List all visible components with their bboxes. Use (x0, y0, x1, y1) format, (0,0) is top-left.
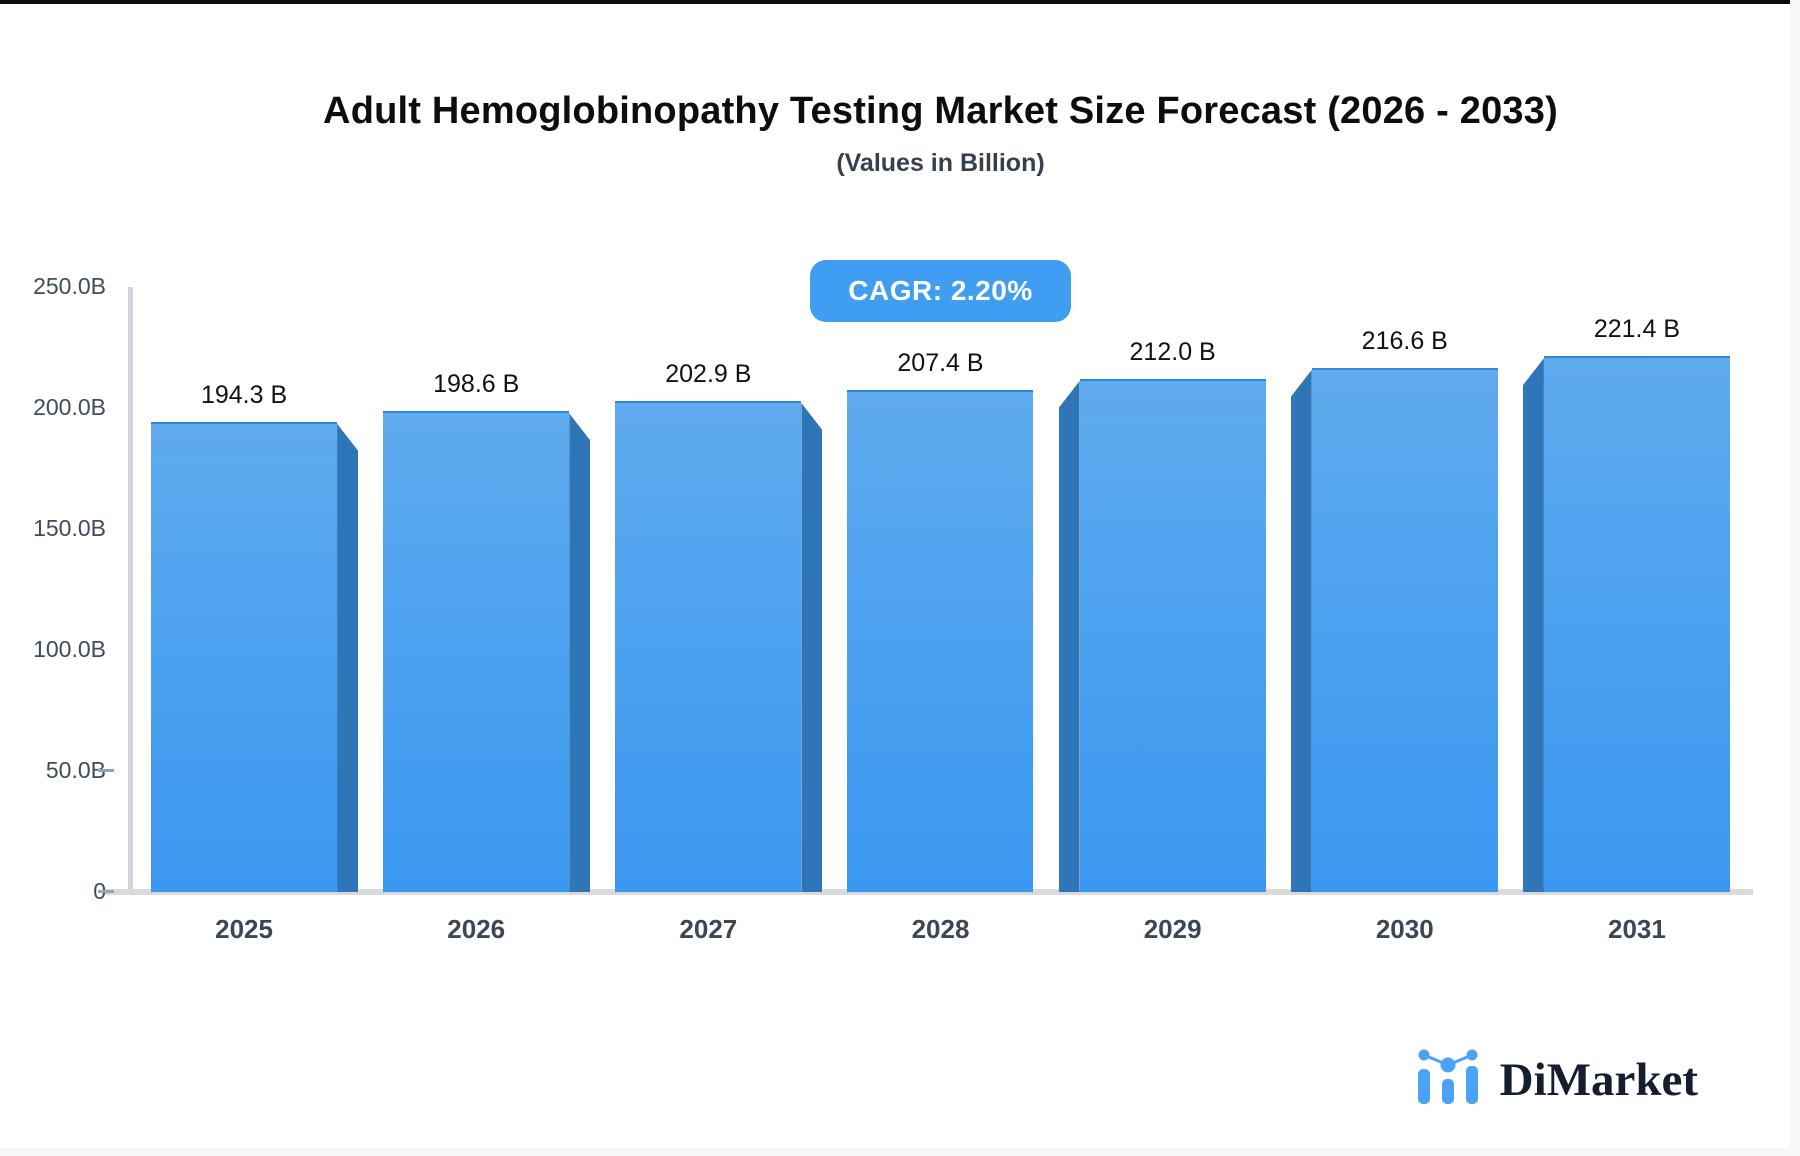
bar-value-label-2027: 202.9 B (665, 359, 752, 388)
x-axis-label-2028: 2028 (911, 914, 970, 944)
y-axis-tick-label-100.0B: 100.0B (33, 636, 106, 662)
x-axis-label-2031: 2031 (1607, 914, 1666, 944)
x-axis-label-2025: 2025 (215, 914, 273, 944)
bar-2025[interactable] (151, 421, 359, 892)
logo-text: DiMarket (1499, 1054, 1698, 1106)
bar-2026[interactable] (383, 411, 591, 892)
bar-value-label-2028: 207.4 B (897, 349, 984, 378)
bar-3d-side (1522, 358, 1544, 892)
bar-2028[interactable] (847, 390, 1034, 892)
y-axis-tick-label-250.0B: 250.0B (33, 273, 106, 299)
chart-header: Adult Hemoglobinopathy Testing Market Si… (128, 90, 1753, 178)
y-axis-tick-mark (98, 769, 114, 772)
y-axis-line (128, 287, 133, 892)
bar-group-2029: 212.0 B 2029 (1057, 287, 1289, 944)
bar-chart-trend-icon (1417, 1049, 1478, 1104)
bar-group-2027: 202.9 B 2027 (592, 287, 824, 944)
bar-3d-side (1058, 380, 1080, 892)
bar-group-2030: 216.6 B 2030 (1289, 287, 1521, 944)
bar-3d-side (1290, 369, 1312, 892)
y-axis-tick-mark (98, 890, 114, 893)
bar-3d-side (337, 423, 359, 892)
bar-value-label-2029: 212.0 B (1129, 337, 1216, 366)
dimarket-logo: DiMarket (1416, 1042, 1698, 1104)
cagr-badge-row: CAGR: 2.20% (128, 260, 1753, 322)
bar-group-2028: 207.4 B 2028 (824, 287, 1056, 944)
bar-2031[interactable] (1522, 356, 1730, 892)
x-axis-label-2029: 2029 (1143, 914, 1202, 944)
bar-group-2031: 221.4 B 2031 (1521, 287, 1753, 944)
bar-group-2026: 198.6 B 2026 (360, 287, 592, 944)
bar-2029[interactable] (1058, 378, 1266, 892)
bar-group-2025: 194.3 B 2025 (128, 287, 360, 944)
x-axis-label-2026: 2026 (447, 914, 506, 944)
bar-value-label-2026: 198.6 B (433, 370, 520, 399)
y-axis-tick-label-200.0B: 200.0B (33, 394, 106, 420)
cagr-badge: CAGR: 2.20% (810, 260, 1071, 322)
bar-2027[interactable] (615, 400, 823, 892)
x-axis-label-2030: 2030 (1375, 914, 1434, 944)
bar-value-label-2030: 216.6 B (1361, 326, 1448, 355)
bar-3d-side (569, 413, 591, 892)
bar-value-label-2025: 194.3 B (200, 380, 288, 409)
bar-value-label-2031: 221.4 B (1593, 315, 1680, 344)
chart-title: Adult Hemoglobinopathy Testing Market Si… (323, 90, 1558, 132)
x-axis-label-2027: 2027 (679, 914, 738, 944)
bar-2030[interactable] (1290, 367, 1498, 892)
y-axis-tick-label-50.0B: 50.0B (45, 757, 106, 783)
x-axis-baseline (102, 889, 1753, 895)
bar-3d-side (801, 402, 823, 892)
chart-subtitle: (Values in Billion) (836, 149, 1045, 177)
y-axis-tick-label-150.0B: 150.0B (33, 515, 106, 541)
